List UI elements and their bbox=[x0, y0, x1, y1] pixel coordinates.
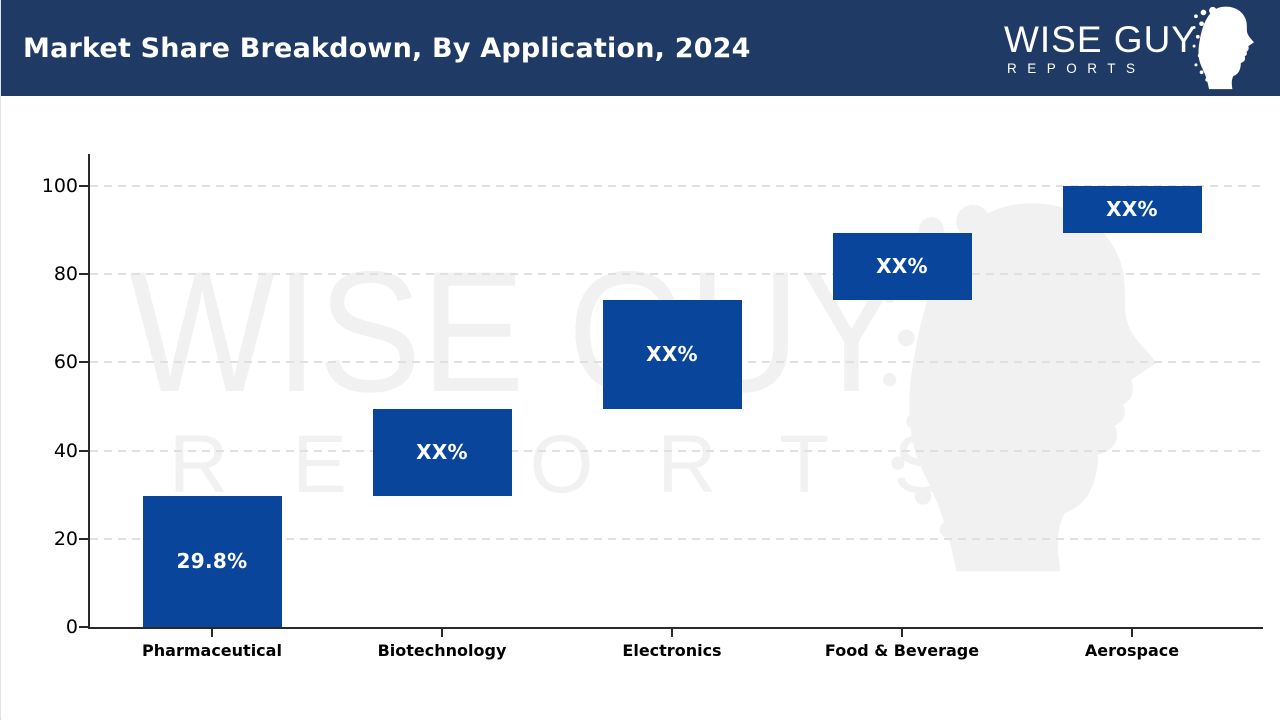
x-tick bbox=[1131, 629, 1133, 637]
bar-value-label: XX% bbox=[646, 342, 698, 367]
bar-segment-pharmaceutical: 29.8% bbox=[142, 495, 282, 627]
header-bar: Market Share Breakdown, By Application, … bbox=[1, 0, 1280, 96]
bar-segment-biotechnology: XX% bbox=[372, 408, 512, 496]
y-gridline bbox=[90, 185, 1263, 187]
bar-value-label: XX% bbox=[1106, 197, 1158, 222]
bar-segment-electronics: XX% bbox=[602, 299, 742, 409]
y-gridline bbox=[90, 273, 1263, 276]
bar-segment-aerospace: XX% bbox=[1062, 186, 1202, 233]
y-tick bbox=[79, 273, 88, 276]
bar-value-label: XX% bbox=[876, 254, 928, 279]
x-category-label: Food & Beverage bbox=[824, 641, 980, 660]
y-tick-label: 80 bbox=[53, 263, 78, 286]
x-tick bbox=[211, 629, 213, 637]
bar-segment-food-beverage: XX% bbox=[832, 232, 972, 300]
x-category-label: Electronics bbox=[622, 641, 722, 660]
bar-value-label: 29.8% bbox=[176, 549, 248, 574]
watermark-wiseguy-text: WISE GUY bbox=[129, 236, 904, 428]
y-tick bbox=[79, 537, 88, 540]
y-tick-label: 100 bbox=[41, 175, 78, 197]
x-axis-spine bbox=[88, 627, 1263, 629]
y-axis-spine bbox=[88, 154, 90, 629]
y-tick bbox=[79, 449, 88, 452]
x-tick bbox=[901, 629, 903, 637]
watermark-reports-text: REPORTS bbox=[169, 419, 1012, 510]
chart-area: WISE GUY REPORTS 0 20 40 60 80 100 29.8% Pharma… bbox=[1, 96, 1280, 720]
y-tick-label: 40 bbox=[53, 439, 78, 462]
x-tick bbox=[671, 629, 673, 637]
bar-value-label: XX% bbox=[416, 440, 468, 465]
y-tick bbox=[79, 185, 88, 187]
y-tick-label: 20 bbox=[53, 527, 78, 550]
y-tick-label: 60 bbox=[53, 351, 78, 374]
logo-wordmark: WISE GUY REPORTS bbox=[1004, 21, 1197, 76]
y-gridline bbox=[90, 537, 1263, 540]
y-tick bbox=[79, 361, 88, 364]
logo-reports-text: REPORTS bbox=[1006, 60, 1146, 76]
x-category-label: Aerospace bbox=[1084, 641, 1180, 660]
logo-face-icon bbox=[1192, 6, 1254, 90]
y-tick-label: 0 bbox=[65, 616, 78, 638]
page-title: Market Share Breakdown, By Application, … bbox=[23, 32, 751, 64]
y-tick bbox=[79, 626, 88, 628]
x-tick bbox=[441, 629, 443, 637]
y-gridline bbox=[90, 449, 1263, 452]
wiseguy-logo: WISE GUY REPORTS bbox=[1004, 5, 1261, 91]
logo-wiseguy-text: WISE GUY bbox=[1003, 18, 1197, 60]
x-category-label: Pharmaceutical bbox=[142, 641, 282, 660]
x-category-label: Biotechnology bbox=[377, 641, 507, 660]
